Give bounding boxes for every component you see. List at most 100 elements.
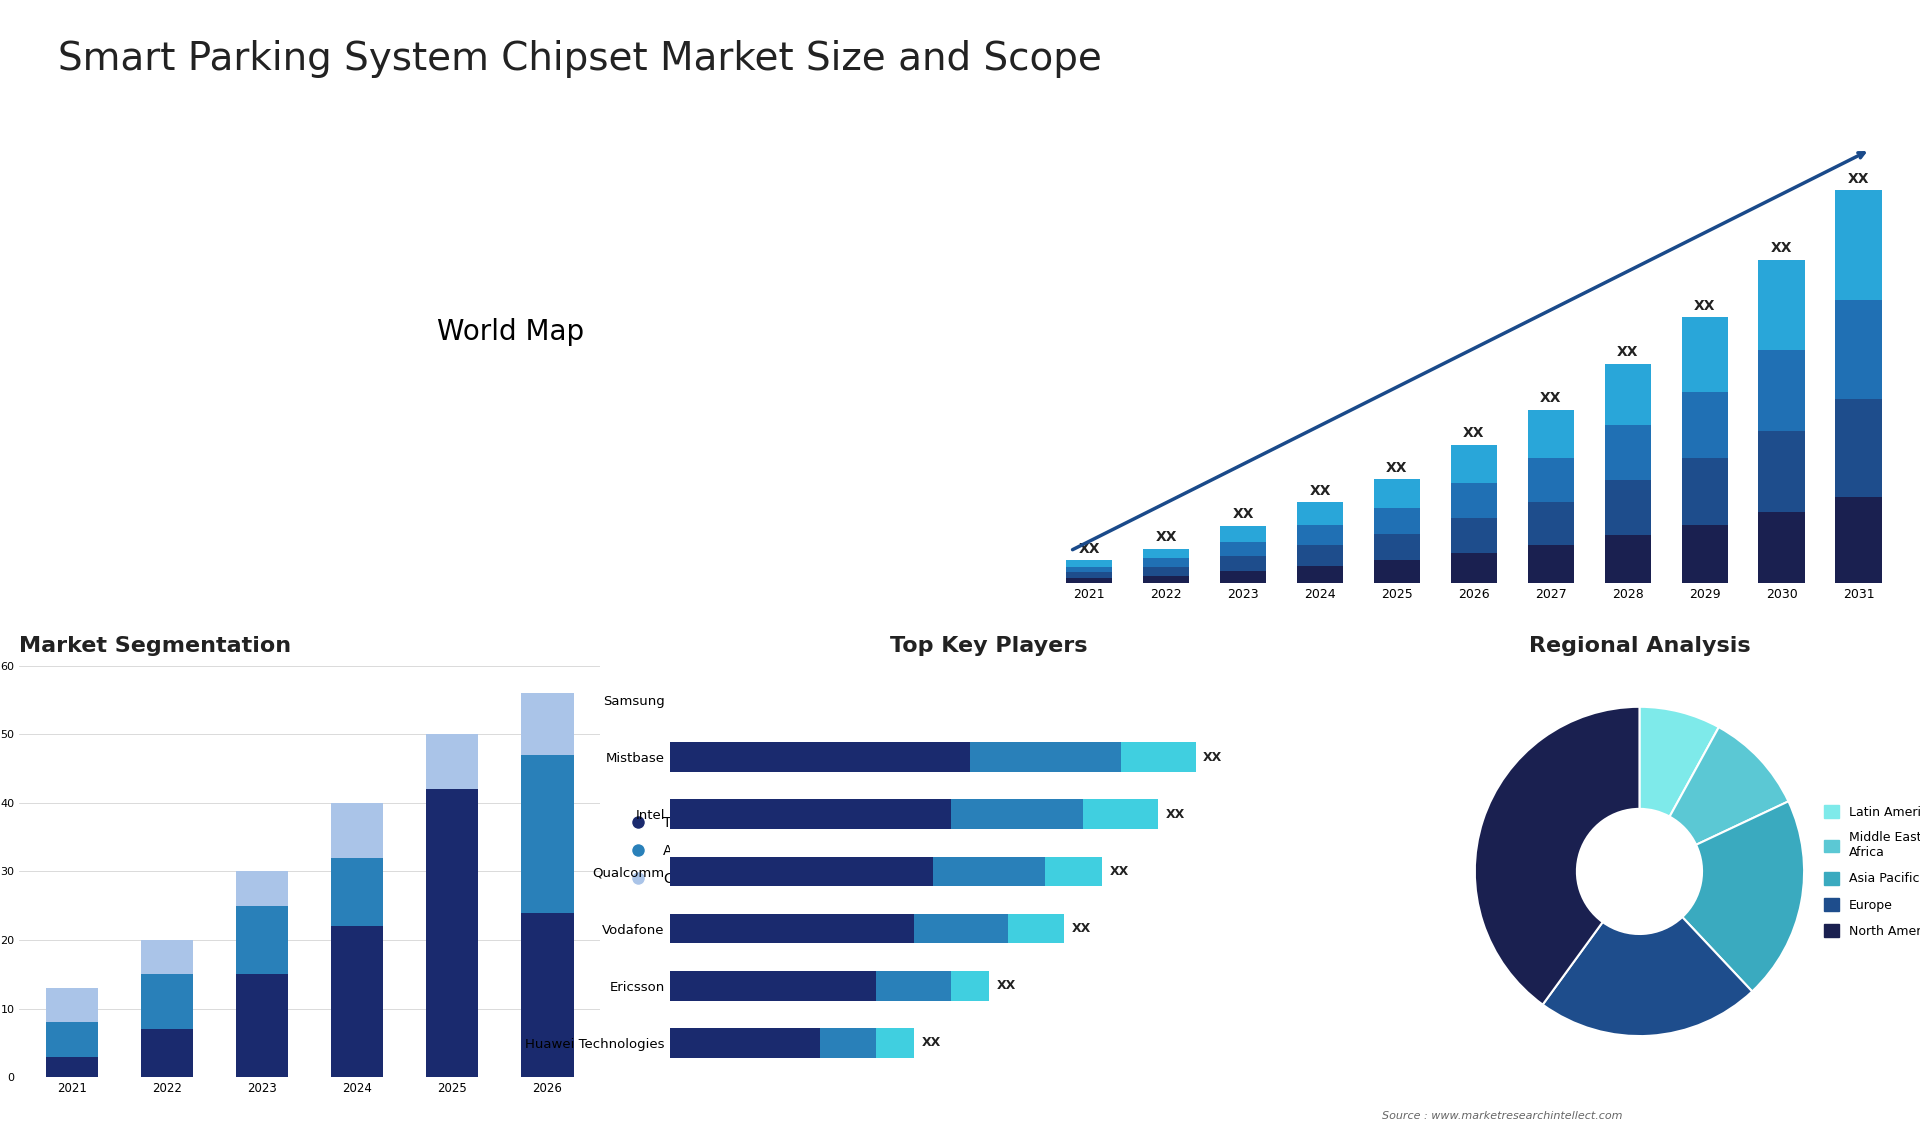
Bar — [520, 693, 574, 755]
Bar — [1528, 502, 1574, 545]
Bar — [426, 790, 478, 1077]
Text: Smart Parking System Chipset Market Size and Scope: Smart Parking System Chipset Market Size… — [58, 40, 1102, 78]
Bar — [952, 971, 989, 1000]
Bar — [1066, 579, 1112, 583]
Bar — [1759, 512, 1805, 583]
Bar — [952, 800, 1083, 829]
Text: XX: XX — [1204, 751, 1223, 763]
Bar — [1682, 525, 1728, 583]
Text: XX: XX — [1233, 507, 1254, 521]
Wedge shape — [1475, 707, 1640, 1005]
Bar — [1375, 534, 1421, 560]
Bar — [236, 905, 288, 974]
Text: XX: XX — [1079, 542, 1100, 556]
Bar — [1083, 800, 1158, 829]
Text: XX: XX — [1156, 529, 1177, 544]
Bar — [670, 800, 952, 829]
Text: XX: XX — [1071, 923, 1091, 935]
Bar — [1298, 502, 1344, 525]
Text: XX: XX — [1540, 391, 1561, 406]
Bar — [46, 988, 98, 1022]
Bar — [330, 803, 384, 857]
Bar — [670, 1028, 820, 1058]
Bar — [876, 971, 952, 1000]
Bar — [1836, 399, 1882, 497]
Text: XX: XX — [996, 980, 1016, 992]
Wedge shape — [1682, 801, 1805, 991]
Text: XX: XX — [1110, 865, 1129, 878]
Bar — [1836, 190, 1882, 300]
Text: XX: XX — [1617, 345, 1638, 359]
Bar — [1142, 558, 1188, 567]
Bar — [970, 743, 1121, 772]
Text: XX: XX — [1693, 299, 1715, 313]
Bar — [1066, 573, 1112, 579]
Title: Regional Analysis: Regional Analysis — [1528, 636, 1751, 656]
Wedge shape — [1640, 707, 1718, 817]
Bar — [1219, 542, 1265, 556]
Bar — [520, 912, 574, 1077]
Bar — [46, 1057, 98, 1077]
Bar — [820, 1028, 876, 1058]
Title: Top Key Players: Top Key Players — [891, 636, 1089, 656]
Bar — [914, 913, 1008, 943]
Bar — [1142, 549, 1188, 558]
Bar — [140, 974, 194, 1029]
Bar — [670, 743, 970, 772]
Bar — [1066, 560, 1112, 566]
Bar — [1528, 458, 1574, 502]
Bar — [330, 857, 384, 926]
Bar — [1142, 575, 1188, 583]
Bar — [140, 940, 194, 974]
Text: World Map: World Map — [436, 317, 584, 346]
Bar — [1759, 431, 1805, 512]
Bar — [933, 856, 1044, 886]
Bar — [1375, 560, 1421, 583]
Text: XX: XX — [1309, 484, 1331, 497]
Bar — [1759, 351, 1805, 431]
Bar — [1605, 480, 1651, 535]
Bar — [876, 1028, 914, 1058]
Bar — [1452, 445, 1498, 484]
Bar — [520, 755, 574, 912]
Text: XX: XX — [1165, 808, 1185, 821]
Bar — [1121, 743, 1196, 772]
Wedge shape — [1542, 917, 1753, 1036]
Bar — [426, 735, 478, 790]
Bar — [46, 1022, 98, 1057]
Bar — [670, 971, 876, 1000]
Bar — [1682, 317, 1728, 392]
Bar — [1759, 260, 1805, 351]
Bar — [236, 974, 288, 1077]
Bar — [140, 1029, 194, 1077]
Bar — [1066, 566, 1112, 573]
Text: XX: XX — [1847, 172, 1870, 186]
Wedge shape — [1670, 728, 1788, 845]
Bar — [1219, 526, 1265, 542]
Bar — [330, 926, 384, 1077]
Bar — [1682, 458, 1728, 525]
Bar — [1452, 552, 1498, 583]
Bar — [1044, 856, 1102, 886]
Text: XX: XX — [1463, 426, 1484, 440]
Bar — [670, 856, 933, 886]
Bar — [1298, 545, 1344, 565]
Bar — [1682, 392, 1728, 458]
Bar — [1008, 913, 1064, 943]
Bar — [1298, 565, 1344, 583]
Bar — [1219, 556, 1265, 571]
Bar — [1528, 545, 1574, 583]
Bar — [1605, 425, 1651, 480]
Bar — [1605, 363, 1651, 425]
Bar — [1836, 300, 1882, 399]
Text: XX: XX — [1770, 241, 1793, 256]
Bar — [1452, 518, 1498, 552]
Text: Source : www.marketresearchintellect.com: Source : www.marketresearchintellect.com — [1382, 1110, 1622, 1121]
Bar — [1528, 410, 1574, 458]
Bar — [1452, 484, 1498, 518]
Bar — [1142, 567, 1188, 575]
Legend: Type, Application, Geography: Type, Application, Geography — [618, 810, 747, 892]
Bar — [236, 871, 288, 905]
Bar — [1375, 479, 1421, 509]
Bar — [1219, 571, 1265, 583]
